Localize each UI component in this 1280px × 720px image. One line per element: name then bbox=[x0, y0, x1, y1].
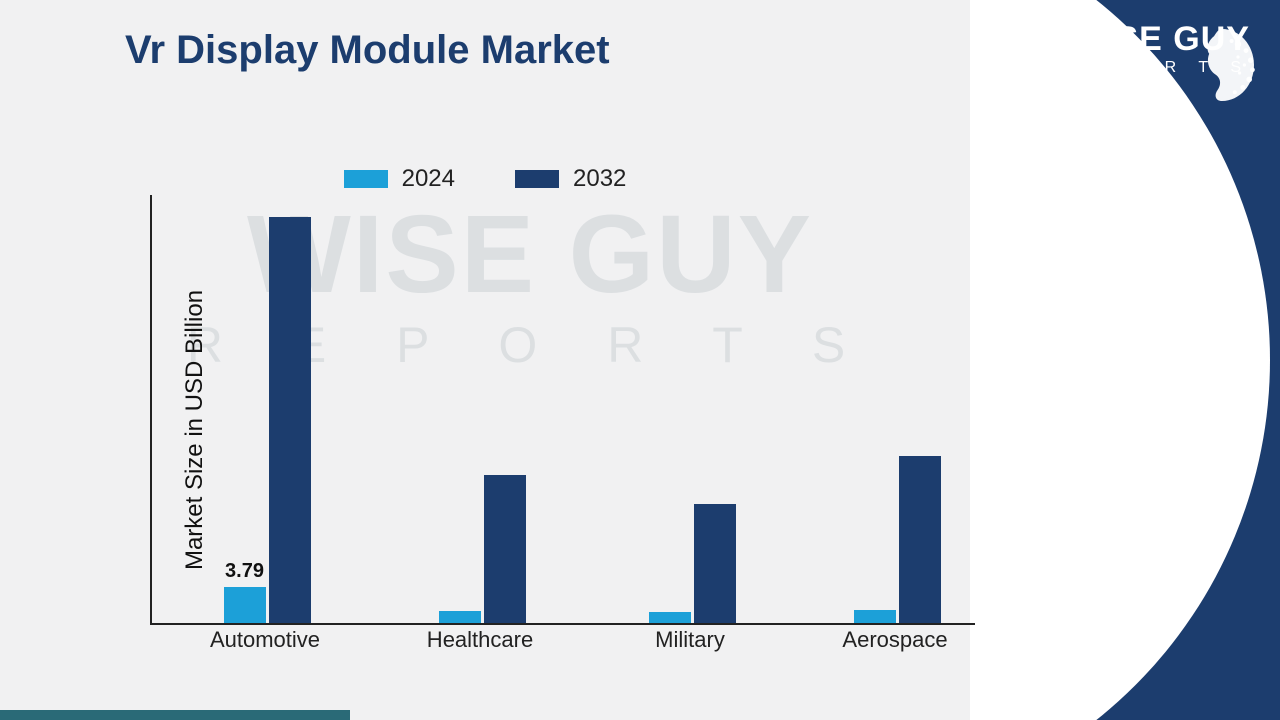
bar-chart: Market Size in USD Billion 3.79 Automoti… bbox=[95, 195, 975, 665]
x-axis-labels: Automotive Healthcare Military Aerospace bbox=[150, 627, 975, 657]
legend-swatch bbox=[344, 170, 388, 188]
bar-group: 3.79 bbox=[182, 217, 352, 623]
legend-item: 2024 bbox=[344, 165, 455, 193]
legend-item: 2032 bbox=[515, 165, 626, 193]
legend-label: 2024 bbox=[402, 165, 455, 193]
chart-title: Vr Display Module Market bbox=[125, 28, 610, 73]
bar bbox=[224, 587, 266, 623]
x-axis-label: Military bbox=[655, 627, 725, 653]
page: Vr Display Module Market WISE GUY R E P … bbox=[0, 0, 1280, 720]
bar-group bbox=[607, 504, 777, 623]
legend: 2024 2032 bbox=[0, 165, 970, 193]
bar-group bbox=[397, 475, 567, 623]
bar bbox=[854, 610, 896, 623]
brand-line2: R E P O R T S bbox=[1030, 60, 1250, 76]
x-axis-label: Automotive bbox=[210, 627, 320, 653]
x-axis-label: Healthcare bbox=[427, 627, 533, 653]
bar-value-label: 3.79 bbox=[225, 560, 264, 583]
bar bbox=[269, 217, 311, 623]
brand-line1: WISE GUY bbox=[1030, 22, 1250, 56]
bar bbox=[484, 475, 526, 623]
brand-logo-text: WISE GUY R E P O R T S bbox=[1030, 22, 1250, 76]
plot-area: 3.79 bbox=[150, 195, 975, 625]
bar bbox=[694, 504, 736, 623]
x-axis-label: Aerospace bbox=[842, 627, 947, 653]
bar-group bbox=[812, 456, 982, 623]
legend-swatch bbox=[515, 170, 559, 188]
bar bbox=[899, 456, 941, 623]
legend-label: 2032 bbox=[573, 165, 626, 193]
bar bbox=[439, 611, 481, 623]
bar bbox=[649, 612, 691, 623]
bottom-accent-bar bbox=[0, 710, 350, 720]
